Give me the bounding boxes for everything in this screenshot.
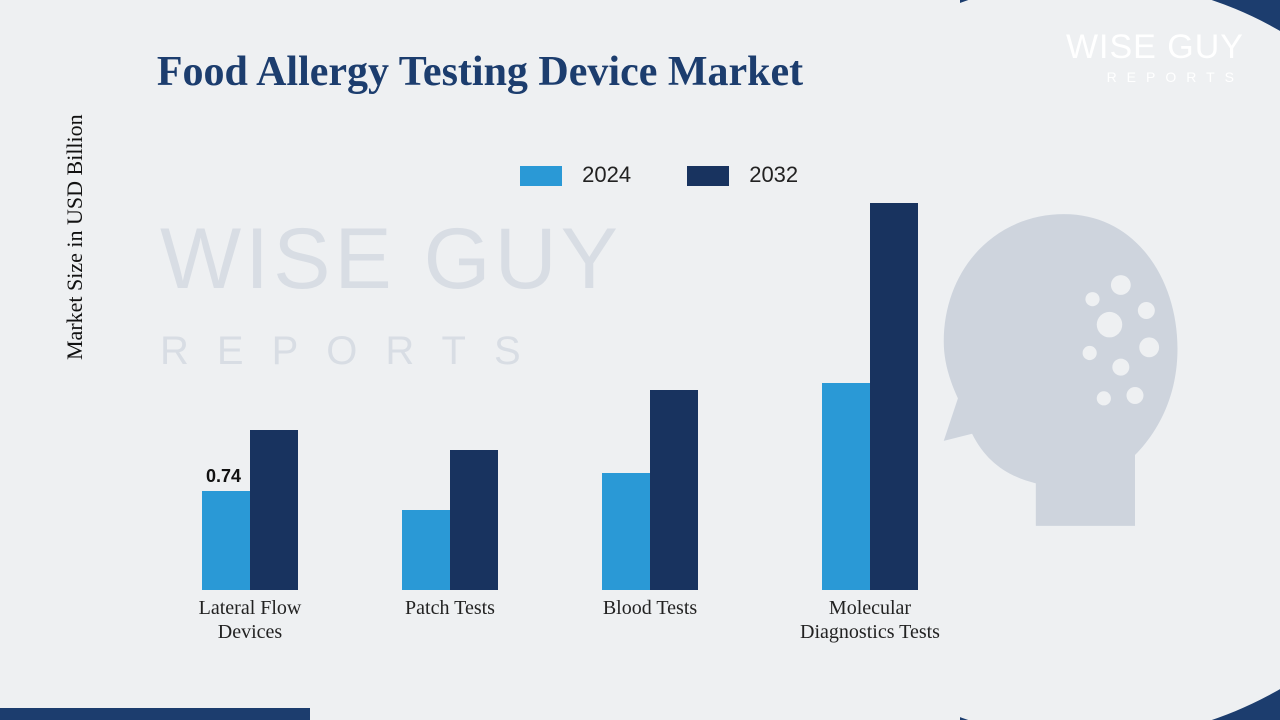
bar-2024-0: 0.74 <box>202 491 250 590</box>
y-axis-label: Market Size in USD Billion <box>62 114 88 360</box>
x-label-2: Blood Tests <box>565 596 735 620</box>
bar-2024-1 <box>402 510 450 590</box>
bar-2032-0 <box>250 430 298 590</box>
brand-line2: REPORTS <box>1066 69 1244 85</box>
x-label-0: Lateral Flow Devices <box>165 596 335 644</box>
legend: 2024 2032 <box>520 162 798 188</box>
plot-area: 0.74 Lateral Flow Devices Patch Tests Bl… <box>120 190 940 590</box>
bar-2032-2 <box>650 390 698 590</box>
bar-2024-2 <box>602 473 650 590</box>
legend-item-2024: 2024 <box>520 162 631 188</box>
brand-logo: WISE GUY REPORTS <box>1066 28 1244 85</box>
bottom-accent-bar <box>0 708 310 720</box>
value-label-0-0: 0.74 <box>206 466 241 487</box>
legend-item-2032: 2032 <box>687 162 798 188</box>
x-label-1: Patch Tests <box>365 596 535 620</box>
legend-label-2032: 2032 <box>749 162 798 187</box>
bar-2032-1 <box>450 450 498 590</box>
bar-2024-3 <box>822 383 870 590</box>
legend-swatch-2032 <box>687 166 729 186</box>
x-label-3: Molecular Diagnostics Tests <box>785 596 955 644</box>
legend-swatch-2024 <box>520 166 562 186</box>
brand-line1: WISE GUY <box>1066 28 1244 67</box>
legend-label-2024: 2024 <box>582 162 631 187</box>
canvas: Food Allergy Testing Device Market WISE … <box>0 0 1280 720</box>
bar-2032-3 <box>870 203 918 590</box>
chart-title: Food Allergy Testing Device Market <box>0 48 960 96</box>
